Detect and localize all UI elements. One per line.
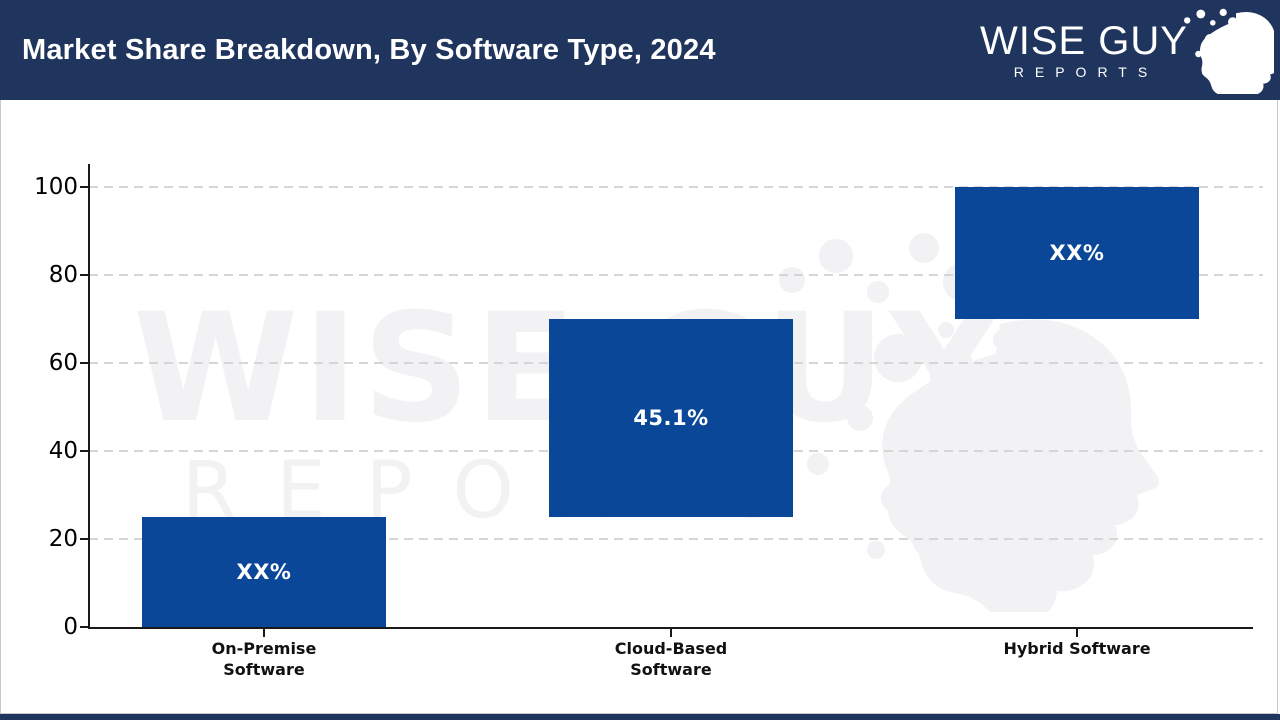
x-tick-mark-3 [1076,629,1078,637]
bar-value-label-1: XX% [236,560,292,584]
gridline-y100 [89,186,1263,188]
y-tick-label-40: 40 [48,438,78,464]
x-category-label-line: Software [630,660,712,679]
y-tick-label-20: 20 [48,526,78,552]
brand-logo: WISE GUY REPORTS [980,6,1280,94]
brand-subtitle: REPORTS [1013,63,1159,80]
footer-bar [0,714,1280,720]
y-tick-label-0: 0 [63,614,78,640]
x-category-label-3: Hybrid Software [957,638,1197,659]
brand-logo-text: WISE GUY REPORTS [980,21,1188,80]
y-tick-mark-80 [80,274,88,276]
y-axis-line [88,164,90,629]
x-axis-line [88,627,1253,629]
x-category-label-line: On-Premise [211,639,317,658]
header-bar: Market Share Breakdown, By Software Type… [0,0,1280,100]
bar-value-label-3: XX% [1049,240,1105,265]
page-title: Market Share Breakdown, By Software Type… [22,33,716,66]
x-tick-mark-1 [263,629,265,637]
x-tick-mark-2 [670,629,672,637]
brand-head-icon [1184,8,1274,94]
gridline-y80 [89,274,1263,276]
y-tick-mark-60 [80,362,88,364]
y-tick-mark-100 [80,186,88,188]
brand-name: WISE GUY [979,18,1188,63]
bar-3 [955,187,1199,319]
y-tick-label-100: 100 [34,174,78,200]
x-category-label-2: Cloud-Based Software [551,638,791,680]
bar-value-label-2: 45.1% [633,405,709,430]
y-tick-label-80: 80 [48,262,78,288]
y-tick-mark-20 [80,538,88,540]
x-category-label-1: On-Premise Software [144,638,384,680]
x-category-label-line: Software [223,660,305,679]
x-category-label-line: Cloud-Based [614,639,728,658]
y-tick-label-60: 60 [48,350,78,376]
bar-2 [549,318,793,517]
x-category-label-line: Hybrid Software [1003,639,1151,658]
y-tick-mark-0 [80,626,88,628]
bar-1 [142,517,386,627]
y-tick-mark-40 [80,450,88,452]
gridline-y20 [89,538,1263,540]
